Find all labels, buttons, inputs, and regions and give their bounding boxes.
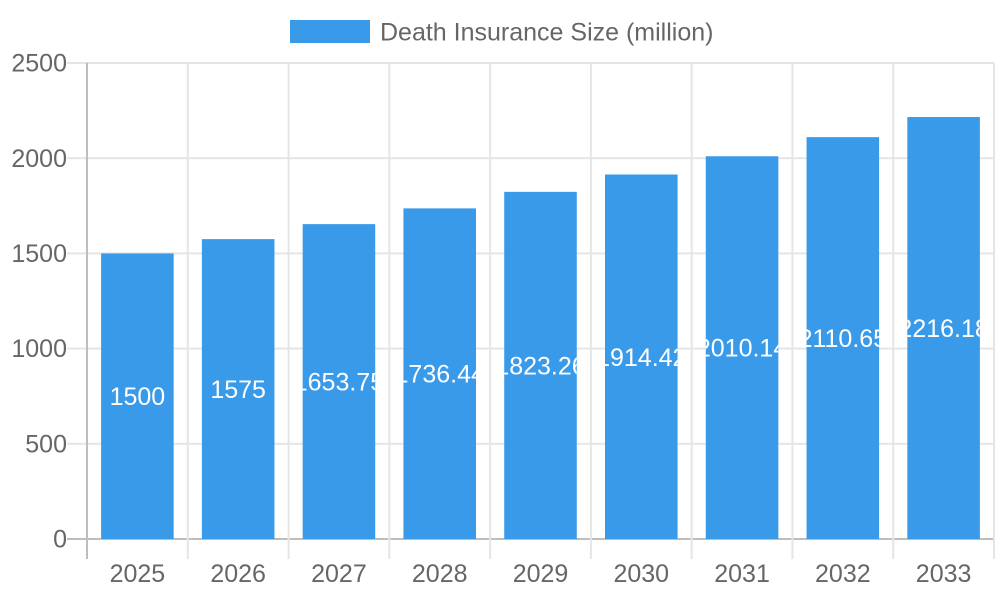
svg-text:Death Insurance Size (million): Death Insurance Size (million) <box>380 19 713 47</box>
svg-text:2500: 2500 <box>11 50 67 78</box>
svg-text:2027: 2027 <box>311 560 367 588</box>
svg-text:2026: 2026 <box>210 560 266 588</box>
svg-text:2029: 2029 <box>513 560 569 588</box>
svg-text:2110.65: 2110.65 <box>799 325 888 353</box>
svg-text:1823.26: 1823.26 <box>495 352 585 380</box>
svg-text:1000: 1000 <box>11 335 67 363</box>
svg-text:1914.42: 1914.42 <box>596 344 686 372</box>
svg-text:1500: 1500 <box>11 240 67 268</box>
svg-text:2010.14: 2010.14 <box>697 335 787 363</box>
svg-text:0: 0 <box>53 526 67 554</box>
svg-text:2032: 2032 <box>815 560 871 588</box>
svg-text:1500: 1500 <box>110 383 166 411</box>
svg-text:1736.44: 1736.44 <box>395 361 485 389</box>
svg-text:2000: 2000 <box>11 145 67 173</box>
svg-text:1653.75: 1653.75 <box>294 369 384 397</box>
svg-text:500: 500 <box>25 430 67 458</box>
svg-text:1575: 1575 <box>210 376 266 404</box>
svg-text:2025: 2025 <box>110 560 166 588</box>
svg-text:2030: 2030 <box>613 560 669 588</box>
svg-text:2216.18: 2216.18 <box>898 315 988 343</box>
svg-text:2031: 2031 <box>714 560 770 588</box>
svg-text:2028: 2028 <box>412 560 468 588</box>
svg-text:2033: 2033 <box>916 560 972 588</box>
